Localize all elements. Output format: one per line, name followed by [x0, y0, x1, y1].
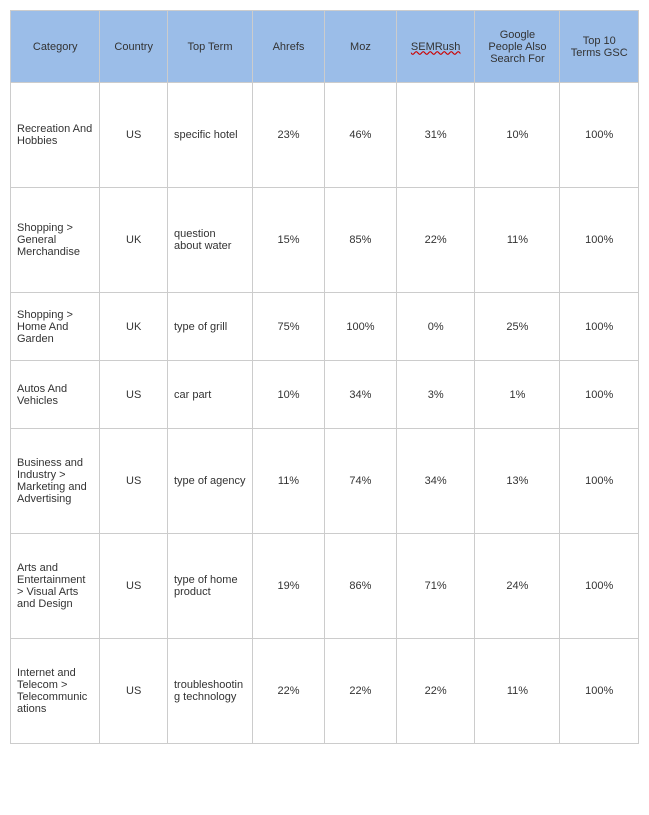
col-header-google-pasf: Google People Also Search For	[475, 11, 560, 83]
cell-top-term: specific hotel	[167, 83, 252, 188]
cell-semrush: 22%	[396, 188, 475, 293]
cell-moz: 86%	[324, 534, 396, 639]
cell-top-term: type of home product	[167, 534, 252, 639]
cell-google-pasf: 1%	[475, 361, 560, 429]
cell-category: Arts and Entertainment > Visual Arts and…	[11, 534, 100, 639]
col-header-category: Category	[11, 11, 100, 83]
cell-semrush: 71%	[396, 534, 475, 639]
cell-top10-gsc: 100%	[560, 361, 639, 429]
col-header-country: Country	[100, 11, 168, 83]
cell-moz: 74%	[324, 429, 396, 534]
cell-top10-gsc: 100%	[560, 188, 639, 293]
cell-ahrefs: 10%	[253, 361, 325, 429]
cell-semrush: 22%	[396, 639, 475, 744]
cell-category: Business and Industry > Marketing and Ad…	[11, 429, 100, 534]
cell-top-term: type of agency	[167, 429, 252, 534]
cell-moz: 34%	[324, 361, 396, 429]
cell-ahrefs: 75%	[253, 293, 325, 361]
cell-country: US	[100, 429, 168, 534]
cell-country: US	[100, 534, 168, 639]
table-row: Recreation And HobbiesUSspecific hotel23…	[11, 83, 639, 188]
cell-country: US	[100, 83, 168, 188]
table-row: Shopping > General MerchandiseUKquestion…	[11, 188, 639, 293]
cell-moz: 46%	[324, 83, 396, 188]
cell-ahrefs: 22%	[253, 639, 325, 744]
cell-moz: 100%	[324, 293, 396, 361]
cell-ahrefs: 15%	[253, 188, 325, 293]
table-header-row: Category Country Top Term Ahrefs Moz SEM…	[11, 11, 639, 83]
table-body: Recreation And HobbiesUSspecific hotel23…	[11, 83, 639, 744]
col-header-top-term: Top Term	[167, 11, 252, 83]
cell-google-pasf: 13%	[475, 429, 560, 534]
cell-category: Internet and Telecom > Telecommunication…	[11, 639, 100, 744]
cell-ahrefs: 11%	[253, 429, 325, 534]
cell-google-pasf: 25%	[475, 293, 560, 361]
cell-top-term: type of grill	[167, 293, 252, 361]
data-table: Category Country Top Term Ahrefs Moz SEM…	[10, 10, 639, 744]
col-header-ahrefs: Ahrefs	[253, 11, 325, 83]
col-header-top10-gsc: Top 10 Terms GSC	[560, 11, 639, 83]
cell-top10-gsc: 100%	[560, 534, 639, 639]
cell-category: Autos And Vehicles	[11, 361, 100, 429]
cell-top10-gsc: 100%	[560, 429, 639, 534]
cell-top10-gsc: 100%	[560, 639, 639, 744]
cell-top10-gsc: 100%	[560, 293, 639, 361]
cell-semrush: 31%	[396, 83, 475, 188]
cell-google-pasf: 11%	[475, 188, 560, 293]
table-row: Arts and Entertainment > Visual Arts and…	[11, 534, 639, 639]
cell-category: Shopping > Home And Garden	[11, 293, 100, 361]
col-header-moz: Moz	[324, 11, 396, 83]
table-row: Autos And VehiclesUScar part10%34%3%1%10…	[11, 361, 639, 429]
cell-google-pasf: 11%	[475, 639, 560, 744]
cell-top10-gsc: 100%	[560, 83, 639, 188]
table-row: Internet and Telecom > Telecommunication…	[11, 639, 639, 744]
cell-ahrefs: 23%	[253, 83, 325, 188]
cell-country: US	[100, 361, 168, 429]
cell-country: UK	[100, 293, 168, 361]
cell-google-pasf: 24%	[475, 534, 560, 639]
cell-country: US	[100, 639, 168, 744]
cell-semrush: 0%	[396, 293, 475, 361]
col-header-semrush: SEMRush	[396, 11, 475, 83]
cell-top-term: question about water	[167, 188, 252, 293]
cell-category: Recreation And Hobbies	[11, 83, 100, 188]
cell-moz: 85%	[324, 188, 396, 293]
cell-semrush: 3%	[396, 361, 475, 429]
cell-top-term: troubleshooting technology	[167, 639, 252, 744]
cell-ahrefs: 19%	[253, 534, 325, 639]
cell-moz: 22%	[324, 639, 396, 744]
table-row: Business and Industry > Marketing and Ad…	[11, 429, 639, 534]
table-row: Shopping > Home And GardenUKtype of gril…	[11, 293, 639, 361]
cell-top-term: car part	[167, 361, 252, 429]
cell-country: UK	[100, 188, 168, 293]
cell-google-pasf: 10%	[475, 83, 560, 188]
cell-semrush: 34%	[396, 429, 475, 534]
cell-category: Shopping > General Merchandise	[11, 188, 100, 293]
